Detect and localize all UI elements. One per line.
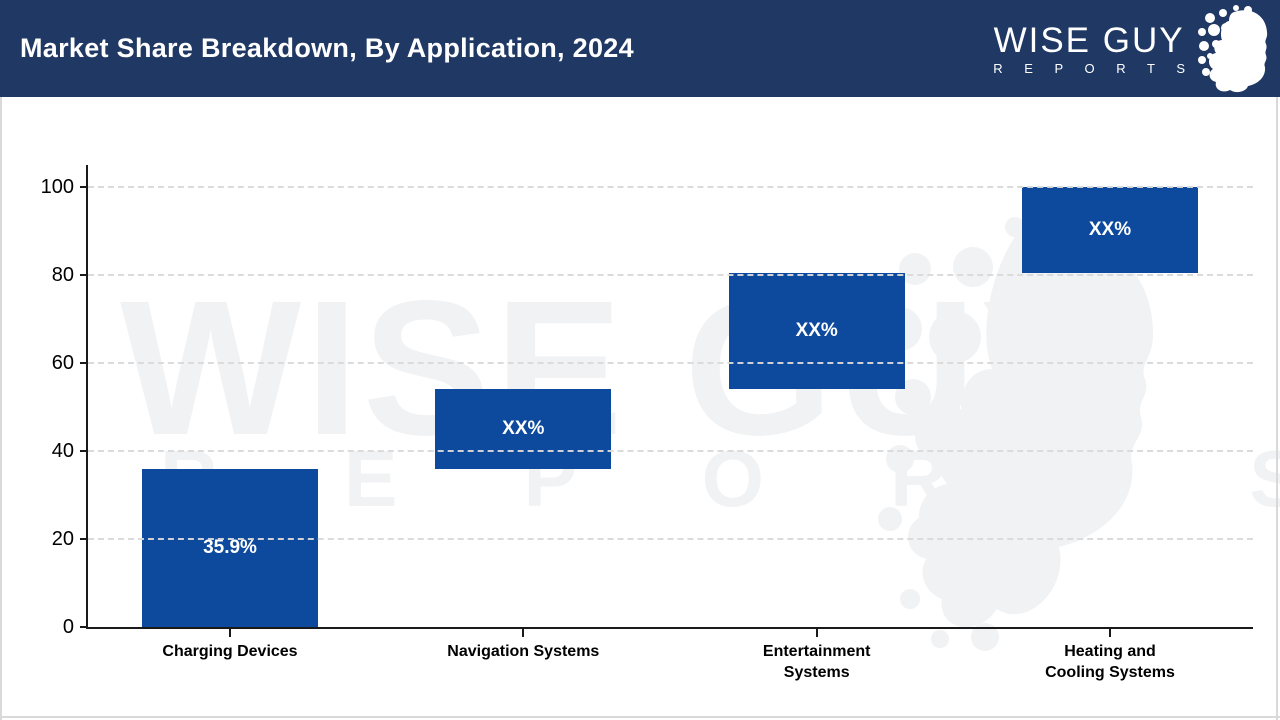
wiseguy-logo: WISE GUY R E P O R T S [984, 4, 1280, 94]
bar-entertainment-systems: XX% [728, 272, 905, 390]
page-border-right [1276, 97, 1278, 720]
gridline-y80 [88, 274, 1253, 276]
ytick-mark-0 [80, 626, 88, 628]
xtick-mark-0 [229, 629, 231, 637]
bar-heating-and-cooling-systems: XX% [1022, 187, 1198, 273]
gridline-y40 [88, 450, 1253, 452]
ytick-label-60: 60 [51, 352, 74, 374]
ytick-label-0: 0 [62, 616, 74, 638]
ytick-label-40: 40 [51, 440, 74, 462]
page-border-left [0, 97, 2, 720]
bar-value-label: XX% [502, 418, 545, 440]
logo-subtitle-text: R E P O R T S [993, 60, 1194, 76]
ytick-mark-100 [80, 186, 88, 188]
xtick-mark-3 [1109, 629, 1111, 637]
ytick-label-20: 20 [51, 528, 74, 550]
ytick-mark-60 [80, 362, 88, 364]
ytick-mark-80 [80, 274, 88, 276]
x-axis-spine [86, 627, 1253, 629]
page-border-bottom [0, 716, 1280, 718]
gridline-y20 [88, 538, 1253, 540]
bar-navigation-systems: XX% [435, 389, 612, 470]
gridline-y60 [88, 362, 1253, 364]
gridline-y100 [88, 186, 1253, 188]
bar-value-label: XX% [1088, 218, 1132, 240]
y-axis-spine [86, 165, 88, 629]
bar-value-label: 35.9% [203, 537, 257, 558]
xtick-mark-2 [815, 629, 818, 637]
xtick-mark-1 [522, 629, 525, 637]
chart-area: WISE GUY R E P O R T S 0 20 40 60 80 100 35.9%… [0, 97, 1280, 720]
logo-text: WISE GUY R E P O R T S [984, 23, 1194, 75]
ytick-label-80: 80 [51, 264, 74, 286]
ytick-mark-20 [80, 538, 88, 540]
bar-charging-devices: 35.9% [142, 469, 318, 627]
header: Market Share Breakdown, By Application, … [0, 0, 1280, 97]
ytick-label-100: 100 [40, 176, 74, 198]
xtick-label-3: Heating and Cooling Systems [1045, 643, 1175, 681]
ytick-mark-40 [80, 450, 88, 452]
bar-value-label: XX% [795, 320, 838, 342]
chart-title: Market Share Breakdown, By Application, … [20, 33, 634, 63]
logo-brand-text: WISE GUY [993, 20, 1185, 60]
logo-head-icon [1198, 4, 1268, 92]
xtick-label-0: Charging Devices [162, 643, 298, 660]
xtick-label-2: Entertainment Systems [762, 643, 871, 681]
xtick-label-1: Navigation Systems [447, 643, 600, 660]
